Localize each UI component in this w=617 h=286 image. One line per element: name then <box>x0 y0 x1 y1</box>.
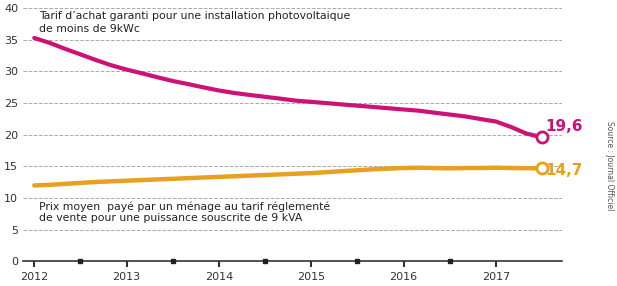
Text: 14,7: 14,7 <box>545 163 583 178</box>
Text: de vente pour une puissance souscrite de 9 kVA: de vente pour une puissance souscrite de… <box>39 213 302 223</box>
Text: Source : Journal Officiel: Source : Journal Officiel <box>605 121 614 210</box>
Text: 19,6: 19,6 <box>545 119 583 134</box>
Text: de moins de 9kWc: de moins de 9kWc <box>39 24 139 34</box>
Text: Prix moyen  payé par un ménage au tarif réglementé: Prix moyen payé par un ménage au tarif r… <box>39 201 330 212</box>
Text: Tarif d’achat garanti pour une installation photovoltaique: Tarif d’achat garanti pour une installat… <box>39 11 350 21</box>
